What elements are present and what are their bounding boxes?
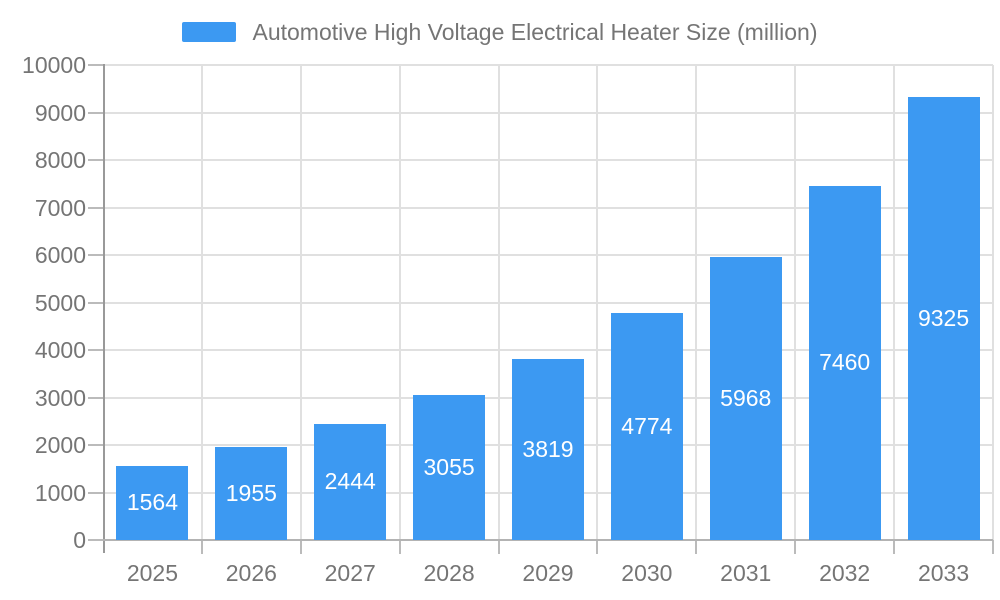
bar-2029[interactable]: 3819	[512, 358, 584, 540]
x-axis-tick-label: 2027	[324, 560, 376, 586]
y-axis-tick	[88, 444, 103, 446]
y-axis-line	[103, 64, 105, 553]
x-axis-tick	[398, 540, 401, 554]
y-axis-tick	[88, 539, 103, 541]
gridline-vertical	[794, 65, 797, 540]
gridline-horizontal	[103, 111, 993, 114]
y-axis-tick	[88, 254, 103, 256]
y-axis-tick-label: 0	[73, 527, 86, 553]
y-axis-tick	[88, 159, 103, 161]
x-axis-tick	[200, 540, 203, 554]
bar-value-label: 5968	[720, 384, 772, 411]
gridline-horizontal	[103, 206, 993, 209]
legend: Automotive High Voltage Electrical Heate…	[0, 17, 1000, 47]
x-axis-tick	[992, 540, 994, 554]
bar-value-label: 9325	[917, 305, 970, 332]
y-axis-tick-label: 4000	[34, 337, 86, 363]
bar-value-label: 4774	[621, 413, 673, 440]
y-axis-tick-label: 10000	[22, 52, 86, 78]
y-axis-tick-label: 1000	[34, 479, 86, 506]
gridline-vertical	[200, 65, 203, 540]
x-axis-tick-label: 2031	[720, 560, 772, 586]
x-axis-tick-label: 2028	[423, 560, 475, 586]
gridline-vertical	[992, 65, 994, 540]
gridline-horizontal	[103, 301, 993, 304]
y-axis-tick-label: 3000	[34, 384, 86, 411]
gridline-vertical	[695, 65, 698, 540]
bar-2027[interactable]: 2444	[314, 423, 387, 540]
bar-value-label: 2444	[324, 468, 376, 495]
x-axis-line	[103, 539, 993, 541]
bar-value-label: 7460	[819, 349, 871, 376]
y-axis-tick	[88, 64, 103, 66]
x-axis-tick	[893, 540, 896, 554]
gridline-vertical	[497, 65, 500, 540]
x-axis-tick-label: 2026	[225, 560, 277, 586]
bar-2032[interactable]: 7460	[808, 185, 881, 540]
bar-2025[interactable]: 1564	[116, 465, 189, 540]
x-axis-tick	[497, 540, 500, 554]
y-axis-tick-label: 9000	[34, 99, 86, 126]
gridline-vertical	[893, 65, 896, 540]
x-axis-tick	[695, 540, 698, 554]
gridline-vertical	[299, 65, 302, 540]
bar-2030[interactable]: 4774	[610, 313, 683, 540]
gridline-horizontal	[103, 254, 993, 256]
bar-2033[interactable]: 9325	[907, 97, 980, 540]
y-axis-tick-label: 8000	[34, 147, 86, 173]
bar-value-label: 3819	[522, 435, 574, 462]
y-axis-tick-label: 5000	[34, 289, 86, 316]
y-axis-tick-label: 6000	[34, 242, 86, 268]
x-axis-tick-label: 2030	[621, 560, 673, 586]
gridline-vertical	[596, 65, 599, 540]
x-axis-tick-label: 2032	[819, 560, 871, 586]
legend-item[interactable]: Automotive High Voltage Electrical Heate…	[182, 18, 818, 46]
gridline-vertical	[398, 65, 401, 540]
bar-value-label: 3055	[423, 453, 475, 480]
x-axis-tick-label: 2033	[917, 560, 970, 586]
y-axis-tick	[88, 111, 103, 114]
y-axis-tick	[88, 396, 103, 399]
bar-2028[interactable]: 3055	[413, 394, 486, 540]
bar-value-label: 1955	[225, 480, 277, 507]
y-axis-tick-label: 7000	[34, 194, 86, 221]
y-axis-tick	[88, 206, 103, 209]
y-axis-tick-label: 2000	[34, 432, 86, 458]
x-axis-tick-label: 2029	[522, 560, 574, 586]
gridline-horizontal	[103, 64, 993, 66]
gridline-horizontal	[103, 349, 993, 351]
x-axis-tick	[596, 540, 599, 554]
x-axis-tick-label: 2025	[126, 560, 179, 586]
gridline-horizontal	[103, 159, 993, 161]
x-axis-tick	[299, 540, 302, 554]
y-axis-tick	[88, 491, 103, 494]
legend-label: Automotive High Voltage Electrical Heate…	[252, 18, 818, 45]
bar-2031[interactable]: 5968	[709, 256, 782, 540]
y-axis-tick	[88, 301, 103, 304]
x-axis-tick	[794, 540, 797, 554]
bar-2026[interactable]: 1955	[215, 447, 288, 540]
legend-swatch	[182, 22, 237, 42]
bar-value-label: 1564	[126, 489, 179, 516]
y-axis-tick	[88, 349, 103, 351]
